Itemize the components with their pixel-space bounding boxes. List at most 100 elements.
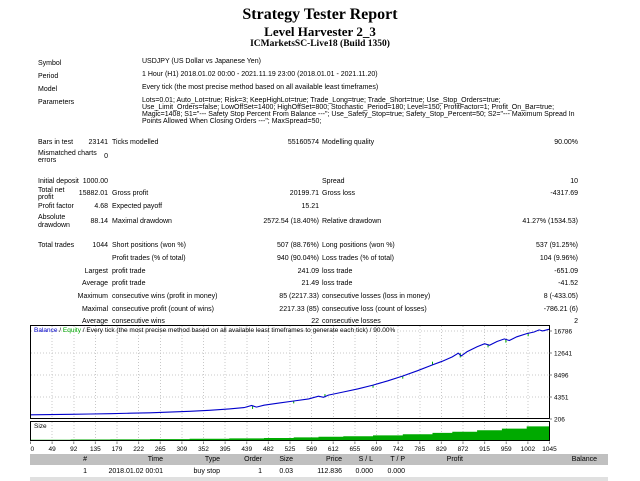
partial-row bbox=[30, 477, 608, 481]
stat-value: 2572.54 (18.40%) bbox=[263, 218, 319, 225]
stat-label: loss trade bbox=[322, 267, 353, 275]
size-panel-label: Size bbox=[34, 423, 47, 430]
stat-value: 537 (91.25%) bbox=[535, 242, 578, 250]
svg-text:135: 135 bbox=[90, 446, 101, 453]
svg-text:482: 482 bbox=[263, 446, 274, 453]
stat-cell: Maximum bbox=[38, 291, 108, 304]
stat-value: Maximal bbox=[81, 305, 108, 313]
stats-row: Average profit trade 21.49 loss trade -41.52 bbox=[38, 278, 578, 291]
stat-value: Maximum bbox=[77, 293, 108, 301]
stat-cell: Modelling quality 90.00% bbox=[322, 136, 578, 149]
stat-cell: consecutive profit (count of wins) 2217.3… bbox=[112, 303, 319, 316]
model-row: Model Every tick (the most precise metho… bbox=[38, 84, 578, 98]
model-value: Every tick (the most precise method base… bbox=[142, 84, 379, 91]
symbol-row: Symbol USDJPY (US Dollar vs Japanese Yen… bbox=[38, 58, 578, 72]
svg-text:352: 352 bbox=[198, 446, 209, 453]
stat-label: loss trade bbox=[322, 280, 353, 288]
table-cell: Size bbox=[279, 456, 293, 463]
balance-chart-canvas: 16786 12641 8496 4351 206 0 49 92 135 179 222 265 30… bbox=[30, 325, 572, 453]
stat-value: -786.21 (6) bbox=[543, 305, 578, 313]
server-build: ICMarketsSC-Live18 (Build 1350) bbox=[250, 39, 390, 49]
stat-cell: Total trades 1044 bbox=[38, 240, 108, 253]
balance-line bbox=[30, 328, 550, 416]
stat-cell: loss trade -41.52 bbox=[322, 278, 578, 291]
table-cell: 0.000 bbox=[355, 467, 373, 475]
svg-text:92: 92 bbox=[70, 446, 78, 453]
stat-label: Modelling quality bbox=[322, 138, 375, 146]
stats-row: Maximum consecutive wins (profit in money… bbox=[38, 291, 578, 304]
stat-value: 10 bbox=[570, 177, 578, 185]
stat-label: consecutive wins bbox=[112, 318, 165, 326]
balance-chart: 16786 12641 8496 4351 206 0 49 92 135 179 222 265 30… bbox=[30, 325, 610, 453]
stat-value: Largest bbox=[84, 267, 108, 275]
table-cell: Order bbox=[244, 456, 262, 463]
axis-labels: 16786 12641 8496 4351 206 0 49 92 135 179 222 265 30… bbox=[30, 328, 572, 453]
stat-value: Average bbox=[82, 318, 108, 326]
stat-cell: consecutive losses 2 bbox=[322, 316, 578, 329]
table-cell: 112.836 bbox=[317, 467, 342, 475]
svg-text:222: 222 bbox=[133, 446, 144, 453]
stats-row: Profit factor 4.68 Expected payoff 15.21 bbox=[38, 201, 578, 214]
svg-text:439: 439 bbox=[241, 446, 252, 453]
stat-cell: Gross loss -4317.69 bbox=[322, 188, 578, 201]
stat-label: Gross loss bbox=[322, 190, 356, 198]
stat-cell: Average bbox=[38, 278, 108, 291]
symbol-value: USDJPY (US Dollar vs Japanese Yen) bbox=[142, 58, 261, 65]
stat-cell: Largest bbox=[38, 265, 108, 278]
stat-label: Bars in test bbox=[38, 138, 74, 146]
stat-label: profit trade bbox=[112, 280, 146, 288]
svg-text:699: 699 bbox=[371, 446, 382, 453]
stat-cell: Initial deposit 1000.00 bbox=[38, 175, 108, 188]
stat-label: consecutive wins (profit in money) bbox=[112, 293, 218, 301]
svg-text:395: 395 bbox=[220, 446, 231, 453]
stats-row: Total net profit 15882.01 Gross profit 2019… bbox=[38, 186, 578, 202]
table-cell: 1 bbox=[258, 467, 262, 475]
report-title: Strategy Tester Report bbox=[242, 6, 398, 23]
stat-value: 1000.00 bbox=[82, 177, 108, 185]
stat-value: 20199.71 bbox=[289, 190, 319, 198]
table-cell: Profit bbox=[446, 456, 463, 463]
stat-cell: profit trade 21.49 bbox=[112, 278, 319, 291]
stat-label: Gross profit bbox=[112, 190, 149, 198]
svg-text:655: 655 bbox=[349, 446, 360, 453]
stat-cell bbox=[322, 149, 578, 166]
stat-label: consecutive losses (loss in money) bbox=[322, 293, 431, 301]
stat-label: Maximal drawdown bbox=[112, 218, 172, 225]
stat-cell: Gross profit 20199.71 bbox=[112, 188, 319, 201]
trades-table: # Time Type Order Size Price S / L T / P Profit B… bbox=[30, 454, 608, 481]
stat-value: 2217.33 (85) bbox=[279, 305, 319, 313]
svg-text:1002: 1002 bbox=[521, 446, 536, 453]
stat-cell: Profit trades (% of total) 940 (90.04%) bbox=[112, 252, 319, 265]
svg-text:206: 206 bbox=[554, 416, 565, 423]
table-cell: Price bbox=[326, 456, 342, 463]
stats-row: Mismatched charts errors 0 bbox=[38, 149, 578, 166]
stat-label: Total net profit bbox=[38, 186, 65, 202]
size-area bbox=[31, 424, 549, 441]
stat-label: Absolute drawdown bbox=[38, 214, 70, 229]
stat-label: Profit trades (% of total) bbox=[112, 255, 186, 263]
stat-label: Long positions (won %) bbox=[322, 242, 395, 250]
stat-value: 2 bbox=[574, 318, 578, 326]
svg-text:612: 612 bbox=[328, 446, 339, 453]
stats-row: Total trades 1044 Short positions (won %) 5… bbox=[38, 240, 578, 253]
stat-cell: Mismatched charts errors 0 bbox=[38, 149, 108, 166]
stat-label: Initial deposit bbox=[38, 177, 79, 185]
stats-row: Bars in test 23141 Ticks modelled 55160574 M… bbox=[38, 136, 578, 149]
stats-row: Largest profit trade 241.09 loss trade -651.… bbox=[38, 265, 578, 278]
svg-text:959: 959 bbox=[501, 446, 512, 453]
stat-value: Average bbox=[82, 280, 108, 288]
table-cell: 2018.01.02 00:01 bbox=[108, 467, 164, 475]
stat-value: -41.52 bbox=[558, 280, 578, 288]
stat-value: 507 (88.76%) bbox=[276, 242, 319, 250]
svg-text:872: 872 bbox=[458, 446, 469, 453]
stat-value: 241.09 bbox=[297, 267, 319, 275]
svg-text:1045: 1045 bbox=[542, 446, 557, 453]
table-cell: 0.000 bbox=[387, 467, 405, 475]
stat-cell: Maximal drawdown 2572.54 (18.40%) bbox=[112, 213, 319, 230]
stat-cell bbox=[322, 201, 578, 214]
report-header: Strategy Tester Report Level Harvester 2… bbox=[0, 5, 640, 50]
legend-balance: Balance bbox=[34, 327, 58, 334]
stat-cell: Absolute drawdown 88.14 bbox=[38, 213, 108, 230]
svg-text:4351: 4351 bbox=[554, 394, 569, 401]
stat-value: 23141 bbox=[88, 138, 108, 146]
